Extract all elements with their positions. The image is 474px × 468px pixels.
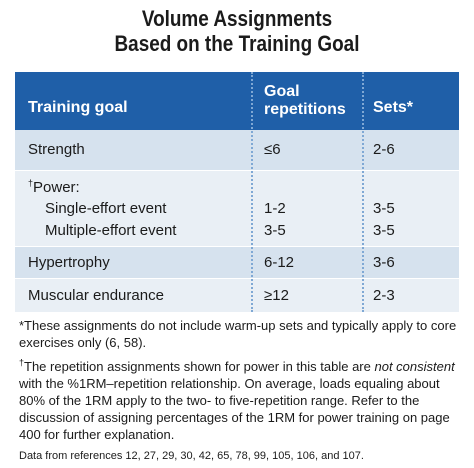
title-line-2: Based on the Training Goal xyxy=(114,31,360,56)
strength-reps: ≤6 xyxy=(264,141,281,158)
volume-table: Training goal Goal repetitions Sets* Str… xyxy=(15,72,459,312)
footnote-dagger-emphasis: not consistent xyxy=(374,359,455,374)
footnote-asterisk: *These assignments do not include warm-u… xyxy=(19,318,457,350)
header-training-goal: Training goal xyxy=(28,99,128,116)
header-goal-line: Goal xyxy=(264,83,300,100)
header-sets: Sets* xyxy=(373,99,414,116)
footnote-dagger-mark: † xyxy=(19,357,25,368)
hypertrophy-reps: 6-12 xyxy=(264,254,295,271)
table-header-row: Training goal Goal repetitions Sets* xyxy=(15,72,459,130)
column-divider-1 xyxy=(251,72,253,312)
power-single-sets: 3-5 xyxy=(373,200,395,217)
table-row-hypertrophy: Hypertrophy 6-12 3-6 xyxy=(15,246,459,278)
power-goal: †Power: xyxy=(28,177,80,198)
endurance-goal: Muscular endurance xyxy=(28,287,164,304)
power-label: Power: xyxy=(33,179,80,196)
power-dagger: † xyxy=(28,178,34,188)
hypertrophy-goal: Hypertrophy xyxy=(28,254,110,271)
strength-goal: Strength xyxy=(28,141,85,158)
table-row-muscular-endurance: Muscular endurance ≥12 2-3 xyxy=(15,278,459,312)
power-multiple-sets: 3-5 xyxy=(373,222,395,239)
hypertrophy-sets: 3-6 xyxy=(373,254,395,271)
footnote-dagger: †The repetition assignments shown for po… xyxy=(19,358,459,443)
title-line-1: Volume Assignments xyxy=(141,6,333,31)
table-row-strength: Strength ≤6 2-6 xyxy=(15,130,459,170)
power-multiple-label: Multiple-effort event xyxy=(45,222,177,239)
references-note: Data from references 12, 27, 29, 30, 42,… xyxy=(19,450,364,462)
power-single-label: Single-effort event xyxy=(45,200,167,217)
endurance-sets: 2-3 xyxy=(373,287,395,304)
table-title: Volume Assignments Based on the Training… xyxy=(33,6,441,56)
footnote-dagger-text-b: with the %1RM–repetition relationship. O… xyxy=(19,376,450,442)
power-single-reps: 1-2 xyxy=(264,200,286,217)
power-multiple-reps: 3-5 xyxy=(264,222,286,239)
column-divider-2 xyxy=(362,72,364,312)
strength-sets: 2-6 xyxy=(373,141,395,158)
endurance-reps: ≥12 xyxy=(264,287,289,304)
footnote-dagger-text-a: The repetition assignments shown for pow… xyxy=(24,359,375,374)
table-row-power: †Power: Single-effort event 1-2 3-5 Mult… xyxy=(15,170,459,246)
header-repetitions-line: repetitions xyxy=(264,101,346,118)
